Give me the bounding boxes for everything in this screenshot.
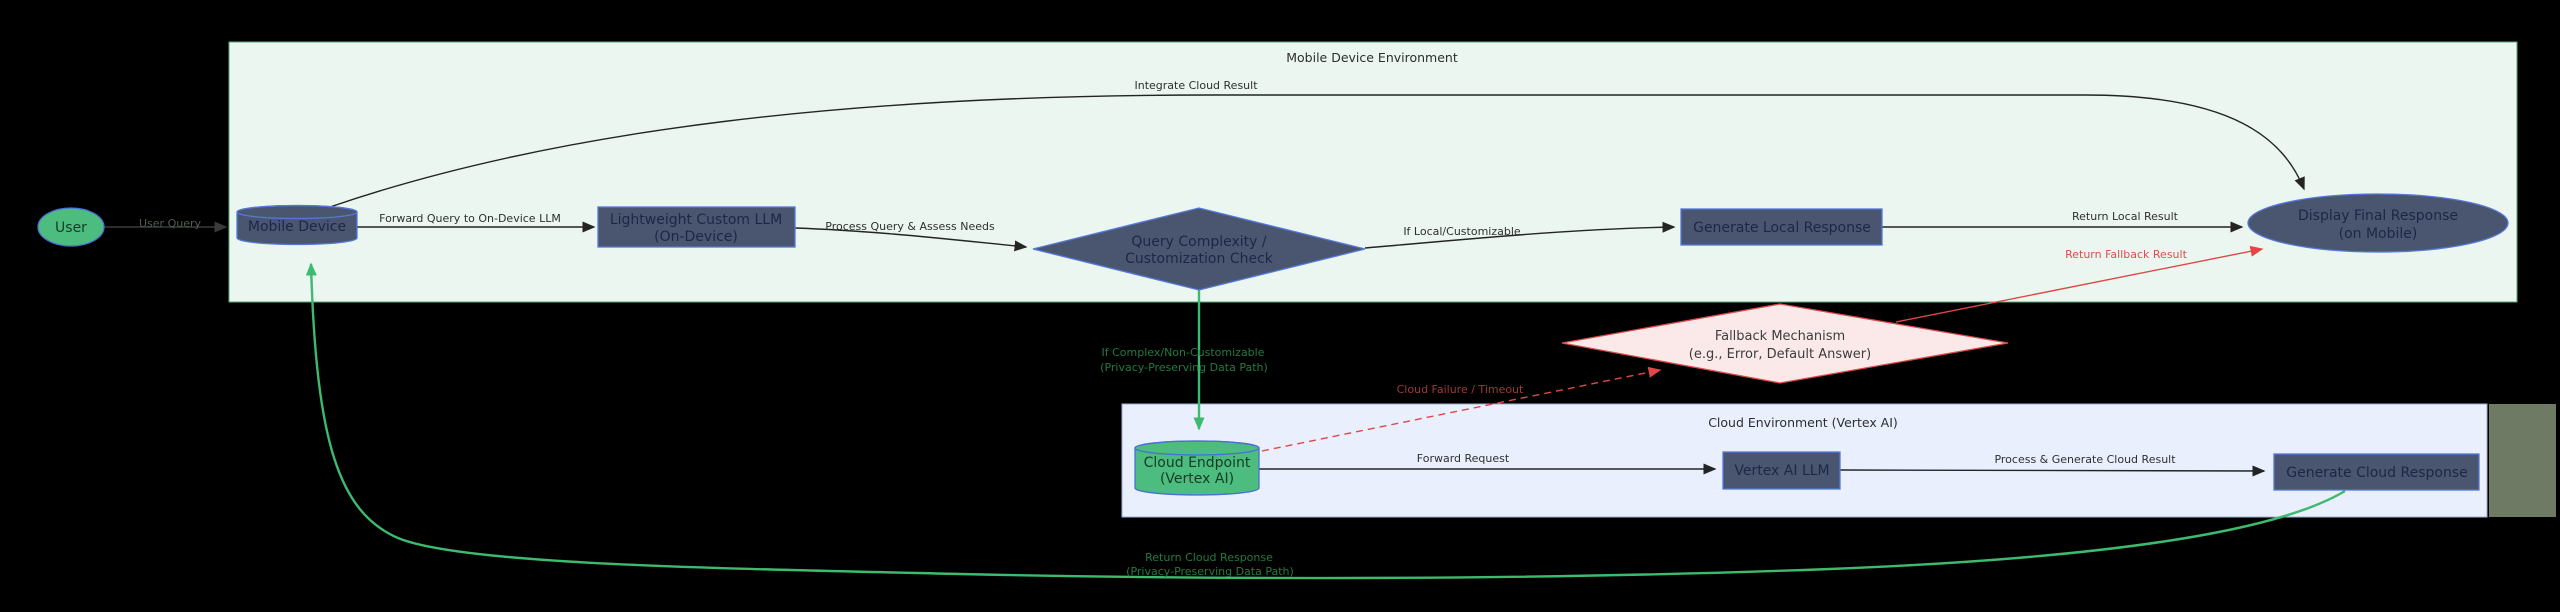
fallback-diamond [1561,303,2009,384]
fallback-line2: (e.g., Error, Default Answer) [1689,347,1871,362]
edge-process-cloud [1839,465,2266,477]
display-final-line2: (on Mobile) [2339,226,2418,242]
mobile-device-label: Mobile Device [248,219,346,235]
vertex-llm-label: Vertex AI LLM [1734,463,1829,479]
cloud-endpoint-line2: (Vertex AI) [1160,471,1234,487]
cloud-panel-title: Cloud Environment (Vertex AI) [1708,415,1898,430]
edge-label-if-complex-line2: (Privacy-Preserving Data Path) [1100,361,1268,374]
display-final-line1: Display Final Response [2298,208,2458,224]
edge-label-return-cloud-line1: Return Cloud Response [1145,551,1273,564]
edge-label-integrate-cloud: Integrate Cloud Result [1134,79,1258,92]
edge-label-return-fallback: Return Fallback Result [2065,248,2187,261]
edge-return-cloud [305,262,2346,580]
generate-cloud-label: Generate Cloud Response [2286,465,2468,481]
edge-return-fallback [1895,245,2264,323]
edge-label-process-query: Process Query & Assess Needs [825,220,995,233]
edge-label-forward-request: Forward Request [1417,452,1510,465]
mobile-panel-rect [228,41,2518,303]
edge-label-cloud-failure: Cloud Failure / Timeout [1397,383,1524,396]
edge-label-process-cloud: Process & Generate Cloud Result [1994,453,2176,466]
cloud-endpoint-cylinder-rim [1134,440,1260,456]
node-user: User [37,207,105,247]
screen-artifact-block [2489,404,2556,517]
cloud-endpoint-line1: Cloud Endpoint [1144,455,1251,471]
mobile-environment-panel: Mobile Device Environment [228,41,2518,303]
node-vertex-llm: Vertex AI LLM [1722,451,1841,490]
user-ellipse [37,207,105,247]
edge-integrate-cloud [329,94,2305,208]
edge-label-forward-query: Forward Query to On-Device LLM [379,212,561,225]
node-mobile-device: Mobile Device [236,204,358,246]
edge-label-if-complex-line1: If Complex/Non-Customizable [1102,346,1265,359]
lightweight-llm-rect [597,206,796,248]
lightweight-llm-line1: Lightweight Custom LLM [610,212,782,228]
edge-process-query [794,227,1028,252]
edge-label-if-local: If Local/Customizable [1403,225,1521,238]
edge-label-user-query: User Query [139,217,201,230]
generate-cloud-rect [2273,453,2480,491]
edge-label-return-local: Return Local Result [2072,210,2179,223]
edge-label-return-cloud-line2: (Privacy-Preserving Data Path) [1126,565,1294,578]
display-final-ellipse [2247,193,2509,253]
complexity-check-line2: Customization Check [1125,251,1274,267]
node-lightweight-llm: Lightweight Custom LLM (On-Device) [597,206,796,248]
generate-local-rect [1680,208,1883,246]
mobile-panel-title: Mobile Device Environment [1286,50,1458,65]
complexity-check-diamond [1032,207,1366,291]
node-display-final: Display Final Response (on Mobile) [2247,193,2509,253]
node-cloud-endpoint: Cloud Endpoint (Vertex AI) [1134,440,1260,496]
vertex-llm-rect [1722,451,1841,490]
node-generate-cloud: Generate Cloud Response [2273,453,2480,491]
complexity-check-line1: Query Complexity / [1131,234,1267,250]
edge-if-local [1364,221,1676,249]
mobile-device-cylinder-rim [236,204,358,220]
node-generate-local: Generate Local Response [1680,208,1883,246]
node-complexity-check: Query Complexity / Customization Check [1032,207,1366,291]
lightweight-llm-line2: (On-Device) [654,229,738,245]
generate-local-label: Generate Local Response [1693,220,1871,236]
fallback-line1: Fallback Mechanism [1715,329,1845,344]
user-label: User [55,220,87,236]
node-fallback-mechanism: Fallback Mechanism (e.g., Error, Default… [1561,303,2009,384]
edge-cloud-failure [1261,366,1662,452]
